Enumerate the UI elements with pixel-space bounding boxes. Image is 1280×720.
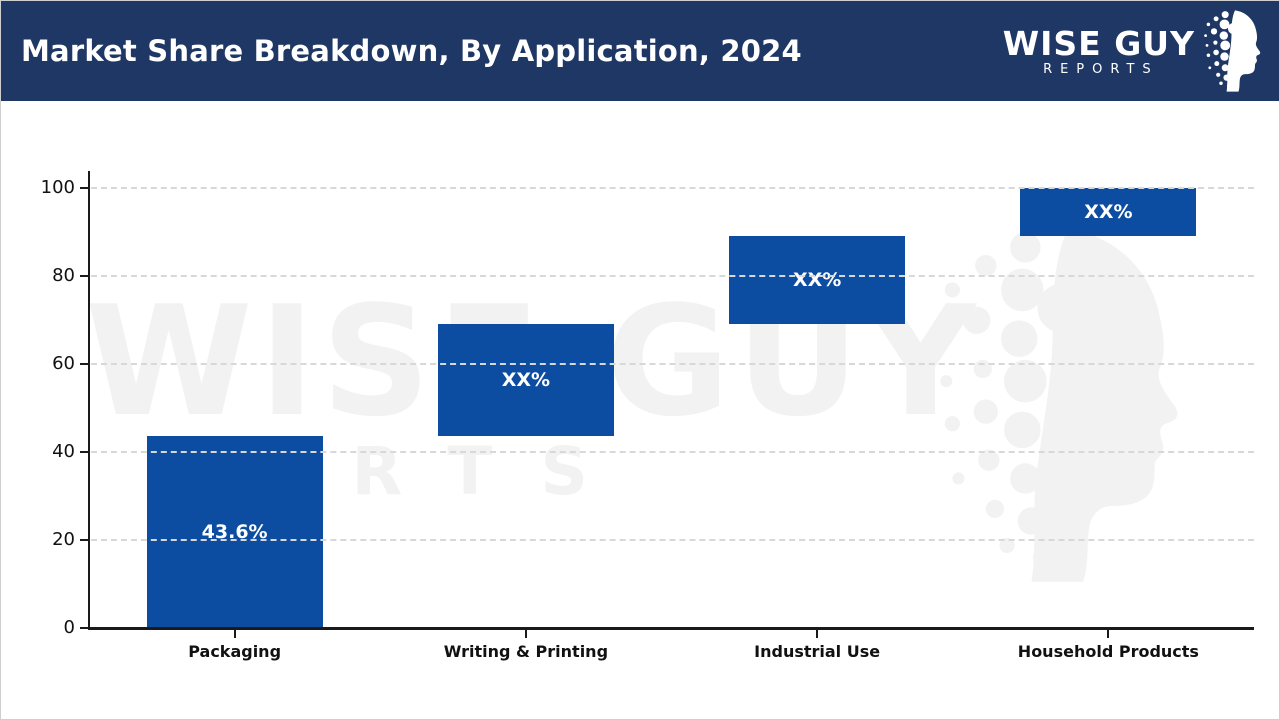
category-label: Household Products <box>1017 642 1199 661</box>
watermark-dotted-head-icon <box>934 229 1178 582</box>
wise-guy-reports-logo: WISE GUY REPORTS <box>1003 9 1265 93</box>
gridline <box>91 451 1254 453</box>
gridline <box>91 187 1254 189</box>
y-axis-tick <box>80 275 88 277</box>
y-axis <box>88 171 90 630</box>
bar-value-label: XX% <box>1084 200 1133 223</box>
gridline <box>91 275 1254 277</box>
x-axis-tick <box>233 630 236 638</box>
y-axis-tick <box>80 187 88 189</box>
logo-subtitle: REPORTS <box>1043 61 1159 77</box>
bar-value-label: XX% <box>792 268 842 291</box>
x-axis <box>88 627 1254 630</box>
bar-value-label: 43.6% <box>201 521 268 544</box>
y-axis-tick-label: 80 <box>52 265 75 286</box>
bar-packaging: 43.6% <box>146 436 323 628</box>
x-axis-tick <box>524 630 527 638</box>
y-axis-tick-label: 100 <box>40 177 75 198</box>
logo-wordmark: WISE GUY <box>1002 23 1195 63</box>
bar-industrial-use: XX% <box>729 235 906 324</box>
category-label: Writing & Printing <box>443 642 609 661</box>
page-title: Market Share Breakdown, By Application, … <box>21 34 802 68</box>
gridline <box>91 539 1254 541</box>
category-label: Packaging <box>188 642 282 661</box>
y-axis-tick-label: 20 <box>52 529 75 550</box>
logo-dotted-head-icon <box>1204 10 1261 92</box>
bar-value-label: XX% <box>501 368 551 391</box>
category-label: Industrial Use <box>754 642 881 661</box>
x-axis-tick <box>1107 630 1110 638</box>
y-axis-tick <box>80 451 88 453</box>
y-axis-tick <box>80 363 88 365</box>
logo-text: WISE GUY REPORTS <box>1003 27 1195 76</box>
y-axis-tick <box>80 539 88 541</box>
y-axis-tick-label: 0 <box>63 617 75 638</box>
bar-writing-printing: XX% <box>437 323 614 437</box>
x-axis-tick <box>816 630 819 638</box>
report-header: Market Share Breakdown, By Application, … <box>1 1 1279 101</box>
bar-household-products: XX% <box>1020 188 1197 236</box>
y-axis-tick <box>80 627 88 629</box>
y-axis-tick-label: 40 <box>52 441 75 462</box>
y-axis-tick-label: 60 <box>52 353 75 374</box>
gridline <box>91 363 1254 365</box>
